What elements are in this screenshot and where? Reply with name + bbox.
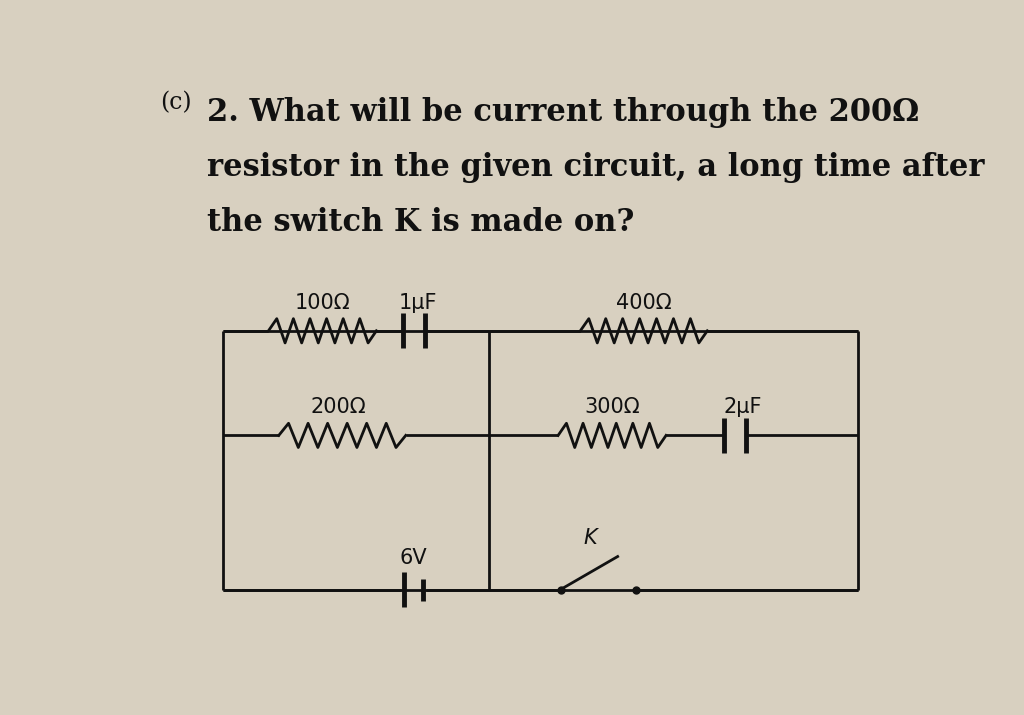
- Text: 2. What will be current through the 200Ω: 2. What will be current through the 200Ω: [207, 97, 920, 128]
- Text: 200Ω: 200Ω: [310, 398, 367, 418]
- Text: the switch K is made on?: the switch K is made on?: [207, 207, 635, 238]
- Text: 2μF: 2μF: [724, 398, 762, 418]
- Text: (c): (c): [160, 92, 191, 114]
- Text: K: K: [584, 528, 598, 548]
- Text: resistor in the given circuit, a long time after: resistor in the given circuit, a long ti…: [207, 152, 985, 183]
- Text: 6V: 6V: [400, 548, 427, 568]
- Text: 1μF: 1μF: [398, 292, 437, 312]
- Text: 400Ω: 400Ω: [616, 292, 672, 312]
- Text: 100Ω: 100Ω: [295, 292, 350, 312]
- Text: 300Ω: 300Ω: [585, 398, 640, 418]
